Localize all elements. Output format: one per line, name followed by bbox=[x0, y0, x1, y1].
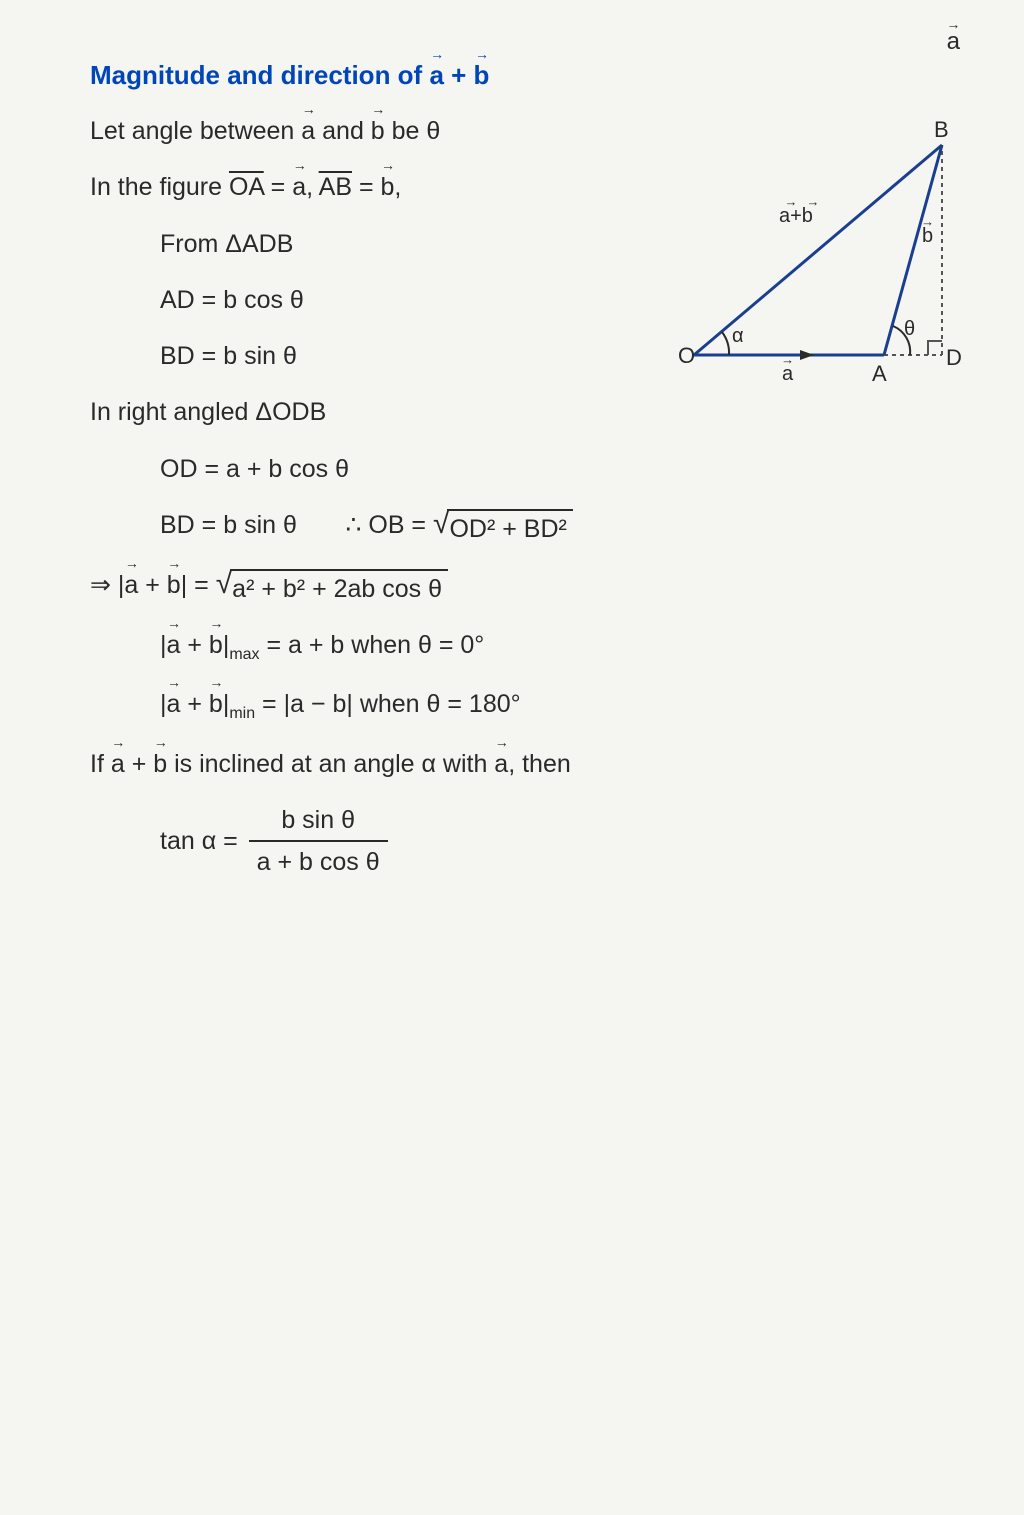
label-D: D bbox=[946, 345, 962, 371]
label-A: A bbox=[872, 361, 887, 387]
line-9: ⇒ |a + b| = √a² + b² + 2ab cos θ bbox=[90, 567, 974, 607]
label-vec-a: →a bbox=[782, 363, 793, 386]
line-11: |a + b|min = |a − b| when θ = 180° bbox=[90, 686, 974, 725]
triangle-diagram: O A B D α θ →a →b →→a+b bbox=[674, 85, 974, 395]
line-12: If a + b is inclined at an angle α with … bbox=[90, 746, 974, 782]
label-theta: θ bbox=[904, 318, 915, 341]
label-O: O bbox=[678, 343, 695, 369]
label-alpha: α bbox=[732, 325, 744, 348]
line-13: tan α = b sin θ a + b cos θ bbox=[90, 802, 974, 881]
label-vec-ab: →→a+b bbox=[779, 205, 813, 228]
label-B: B bbox=[934, 117, 949, 143]
line-6: In right angled ΔODB bbox=[90, 394, 974, 430]
line-7: OD = a + b cos θ bbox=[90, 451, 974, 487]
line-8: BD = b sin θ ∴ OB = √OD² + BD² bbox=[90, 507, 974, 547]
top-vector-a-icon: →a bbox=[947, 28, 960, 56]
label-vec-b: →b bbox=[922, 225, 933, 248]
line-10: |a + b|max = a + b when θ = 0° bbox=[90, 627, 974, 666]
